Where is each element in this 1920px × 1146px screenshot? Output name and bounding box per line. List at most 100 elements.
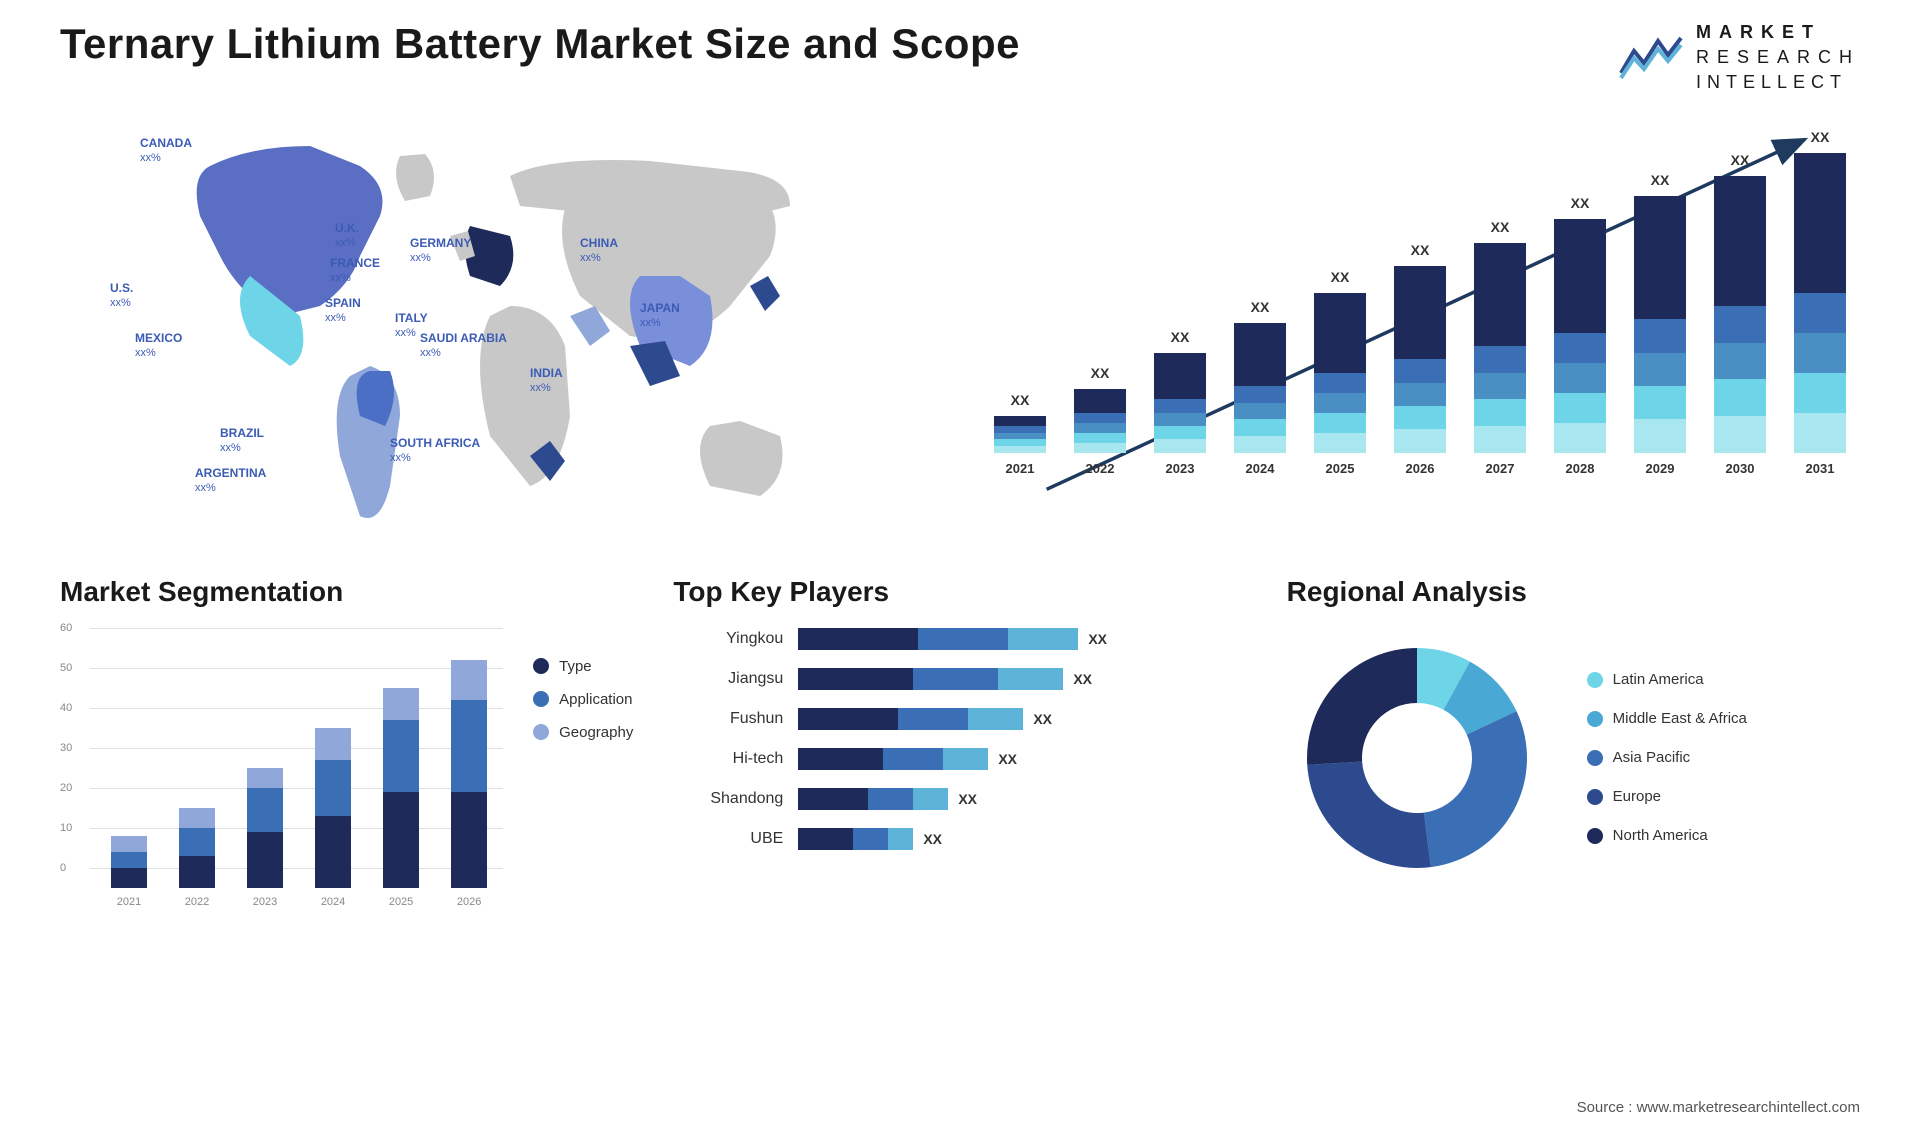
seg-bar-seg <box>247 768 283 788</box>
player-name: Fushun <box>673 710 783 728</box>
page-title: Ternary Lithium Battery Market Size and … <box>60 20 1020 68</box>
forecast-bar-seg <box>1554 333 1606 363</box>
forecast-bar-seg <box>1314 433 1366 453</box>
regional-donut <box>1287 628 1547 888</box>
seg-bar-seg <box>315 760 351 816</box>
seg-bar-seg <box>315 728 351 760</box>
player-bar-seg <box>898 708 968 730</box>
forecast-bar-seg <box>1714 176 1766 306</box>
player-bar <box>798 628 1078 650</box>
forecast-bar-seg <box>1394 406 1446 429</box>
players-title: Top Key Players <box>673 576 1246 608</box>
players-chart: YingkouXXJiangsuXXFushunXXHi-techXXShand… <box>673 628 1246 850</box>
legend-label: Application <box>559 691 632 708</box>
legend-label: Middle East & Africa <box>1613 710 1747 727</box>
forecast-bar-seg <box>1634 386 1686 419</box>
player-value: XX <box>1073 671 1092 687</box>
seg-xlabel: 2026 <box>457 896 481 908</box>
seg-legend-item: Geography <box>533 724 633 741</box>
forecast-bar-seg <box>1474 426 1526 453</box>
forecast-bar-seg <box>1234 403 1286 420</box>
player-value: XX <box>1088 631 1107 647</box>
player-bar-seg <box>798 708 898 730</box>
seg-bar-seg <box>111 852 147 868</box>
player-name: Yingkou <box>673 630 783 648</box>
forecast-bar-year: 2023 <box>1166 461 1195 476</box>
forecast-bar-seg <box>1474 373 1526 400</box>
seg-ytick: 0 <box>60 862 66 874</box>
map-label-japan: JAPANxx% <box>640 301 680 329</box>
seg-ytick: 20 <box>60 782 72 794</box>
player-bar-seg <box>913 788 948 810</box>
map-label-france: FRANCExx% <box>330 256 380 284</box>
donut-slice-asia-pacific <box>1424 711 1527 867</box>
forecast-bar-seg <box>1554 423 1606 453</box>
forecast-bar-seg <box>1634 353 1686 386</box>
map-label-argentina: ARGENTINAxx% <box>195 466 266 494</box>
seg-bar-2024 <box>315 728 351 888</box>
forecast-bar-seg <box>1314 293 1366 373</box>
forecast-bar-2023: XX2023 <box>1154 329 1206 476</box>
forecast-bar-seg <box>1474 243 1526 346</box>
map-label-saudi-arabia: SAUDI ARABIAxx% <box>420 331 507 359</box>
seg-bar-2022 <box>179 808 215 888</box>
brand-logo: MARKET RESEARCH INTELLECT <box>1616 20 1860 96</box>
forecast-bar-seg <box>1794 373 1846 413</box>
forecast-bar-seg <box>1074 413 1126 423</box>
player-name: Jiangsu <box>673 670 783 688</box>
player-name: Shandong <box>673 790 783 808</box>
forecast-bar-seg <box>1394 266 1446 359</box>
forecast-bar-seg <box>1154 353 1206 400</box>
forecast-bar-seg <box>1714 343 1766 380</box>
seg-ytick: 50 <box>60 662 72 674</box>
segmentation-panel: Market Segmentation 0102030405060 202120… <box>60 576 633 908</box>
legend-dot <box>1587 750 1603 766</box>
forecast-bar-year: 2028 <box>1566 461 1595 476</box>
seg-bar-seg <box>111 836 147 852</box>
forecast-bar-seg <box>994 433 1046 440</box>
forecast-bar-seg <box>1314 413 1366 433</box>
forecast-bar-seg <box>1394 359 1446 382</box>
legend-dot <box>533 724 549 740</box>
map-label-u-k-: U.K.xx% <box>335 221 359 249</box>
forecast-bar-2024: XX2024 <box>1234 299 1286 476</box>
world-map: CANADAxx%U.S.xx%MEXICOxx%BRAZILxx%ARGENT… <box>60 116 940 536</box>
forecast-bar-seg <box>994 416 1046 426</box>
legend-dot <box>1587 789 1603 805</box>
forecast-bar-seg <box>1154 426 1206 439</box>
players-panel: Top Key Players Yingkou XX Jiangsu XX Fushun… <box>673 576 1246 908</box>
forecast-bar-year: 2021 <box>1006 461 1035 476</box>
donut-slice-north-america <box>1307 648 1417 765</box>
seg-bar-seg <box>451 792 487 888</box>
player-bar-seg <box>913 668 998 690</box>
legend-dot <box>1587 711 1603 727</box>
seg-bar-seg <box>315 816 351 888</box>
forecast-bar-seg <box>1074 389 1126 412</box>
seg-xlabel: 2024 <box>321 896 345 908</box>
legend-dot <box>1587 828 1603 844</box>
player-value: XX <box>923 831 942 847</box>
forecast-bar-2031: XX 2031 <box>1794 129 1846 476</box>
forecast-bar-seg <box>1714 306 1766 343</box>
forecast-bar-seg <box>1794 153 1846 293</box>
map-svg <box>60 116 940 536</box>
seg-bar-seg <box>383 688 419 720</box>
legend-label: Type <box>559 658 592 675</box>
player-value: XX <box>958 791 977 807</box>
region-legend-item: Middle East & Africa <box>1587 710 1747 727</box>
forecast-bar-year: 2027 <box>1486 461 1515 476</box>
forecast-bar-year: 2031 <box>1806 461 1835 476</box>
seg-legend-item: Application <box>533 691 633 708</box>
player-bar-seg <box>798 748 883 770</box>
seg-ytick: 10 <box>60 822 72 834</box>
seg-bar-seg <box>451 660 487 700</box>
forecast-bar-value: XX <box>1651 172 1670 188</box>
forecast-bar-value: XX <box>1811 129 1830 145</box>
forecast-bar-seg <box>1634 196 1686 319</box>
legend-label: Europe <box>1613 788 1661 805</box>
segmentation-legend: Type Application Geography <box>533 628 633 908</box>
seg-bar-2025 <box>383 688 419 888</box>
player-bar-seg <box>883 748 943 770</box>
seg-bar-seg <box>383 720 419 792</box>
forecast-bar-year: 2024 <box>1246 461 1275 476</box>
